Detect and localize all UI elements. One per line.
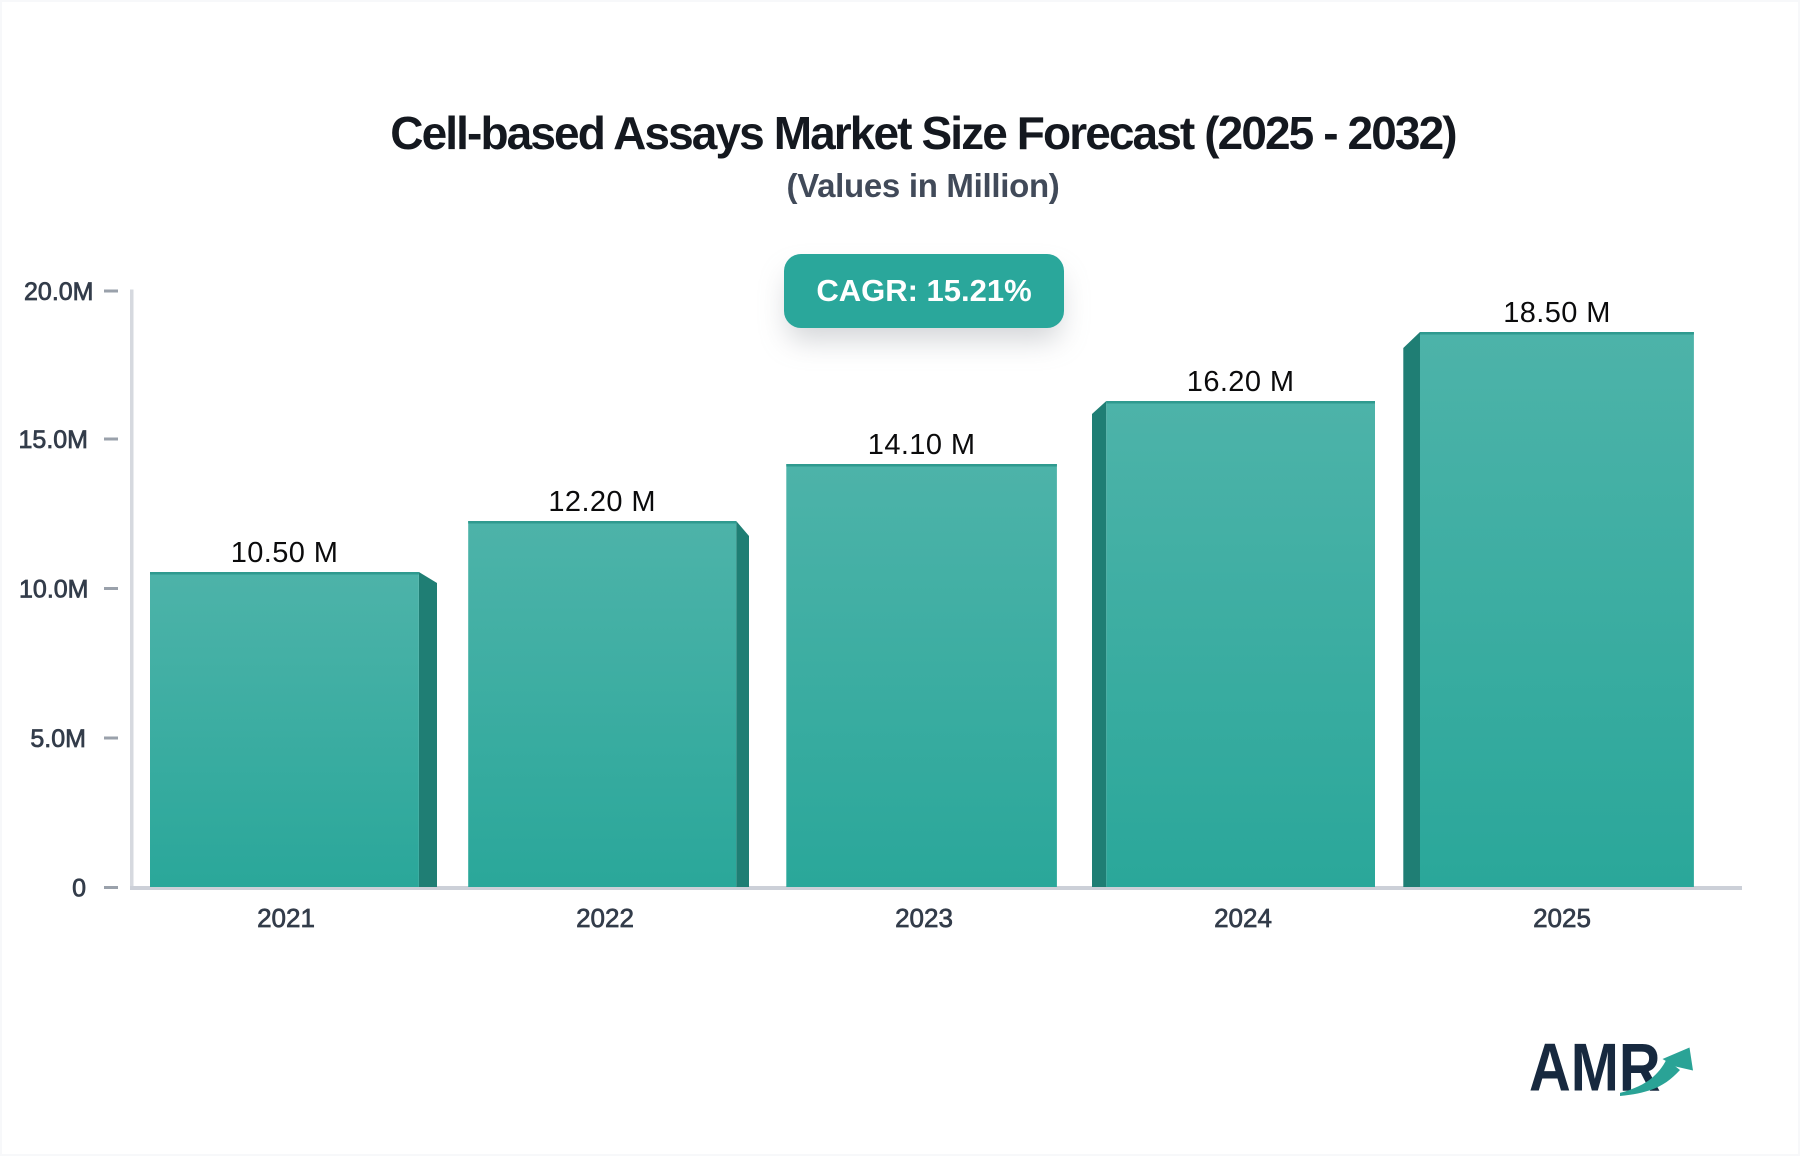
svg-text:5.0M: 5.0M — [30, 725, 86, 753]
svg-text:2024: 2024 — [1214, 903, 1272, 933]
svg-text:12.20 M: 12.20 M — [548, 486, 656, 518]
svg-text:2022: 2022 — [576, 903, 634, 933]
svg-text:2025: 2025 — [1533, 903, 1591, 933]
svg-text:0: 0 — [72, 875, 86, 903]
svg-text:2023: 2023 — [895, 903, 953, 933]
svg-text:14.10 M: 14.10 M — [868, 429, 976, 461]
svg-text:10.0M: 10.0M — [19, 576, 88, 604]
svg-text:20.0M: 20.0M — [24, 278, 93, 306]
svg-text:AMR: AMR — [1529, 1030, 1661, 1105]
svg-text:2021: 2021 — [257, 903, 315, 933]
svg-text:18.50 M: 18.50 M — [1503, 297, 1611, 329]
svg-text:10.50 M: 10.50 M — [231, 537, 339, 569]
svg-text:15.0M: 15.0M — [19, 426, 88, 454]
svg-text:16.20 M: 16.20 M — [1187, 366, 1295, 398]
